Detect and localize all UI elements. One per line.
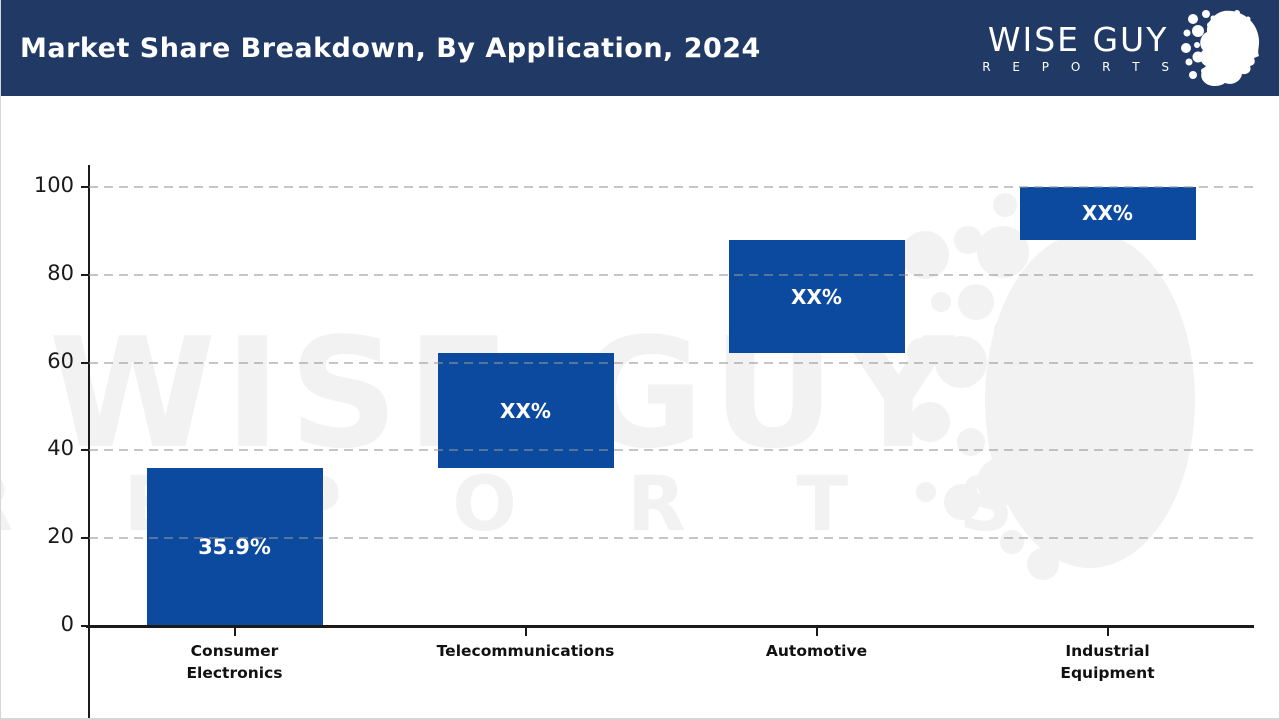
y-tick-label-100: 100 [33,173,74,197]
bar-automotive: XX% [728,239,905,354]
gridline-100 [89,186,1253,188]
logo-subtitle: R E P O R T S [982,60,1178,74]
gridline-40 [89,449,1253,452]
x-tick-telecommunications [524,628,527,636]
y-tick-label-60: 60 [47,348,74,373]
page-title: Market Share Breakdown, By Application, … [20,32,761,64]
bar-telecommunications: XX% [437,353,614,469]
y-tick-20 [81,537,88,540]
x-tick-label-consumer-electronics: Consumer Electronics [186,642,283,682]
gridline-60 [89,361,1253,364]
y-tick-label-0: 0 [60,612,74,636]
y-tick-0 [81,625,88,627]
bar-industrial-equipment: XX% [1019,187,1196,240]
x-tick-automotive [815,628,818,636]
y-tick-80 [81,273,88,276]
x-tick-label-automotive: Automotive [765,642,868,660]
y-tick-label-40: 40 [47,436,74,461]
bar-value-label: XX% [500,398,551,423]
plot-area: WISE GUY R E P O R T S 0 20 40 60 80 100 35.9%… [0,96,1280,720]
bar-value-label: XX% [1082,201,1133,226]
gridline-20 [89,537,1253,540]
x-tick-label-telecommunications: Telecommunications [436,642,615,660]
bar-value-label: XX% [791,284,842,309]
y-tick-40 [81,449,88,452]
bar-value-label: 35.9% [198,535,271,560]
logo-text: WISE GUY R E P O R T S [978,23,1178,73]
header: Market Share Breakdown, By Application, … [0,0,1280,96]
logo-face-icon [1181,10,1260,87]
x-axis-spine [86,625,1254,628]
y-tick-label-20: 20 [47,524,74,549]
bar-consumer-electronics: 35.9% [146,468,323,626]
gridline-80 [89,273,1253,276]
x-tick-label-industrial-equipment: Industrial Equipment [1060,642,1155,682]
y-tick-label-80: 80 [47,260,74,285]
x-tick-consumer-electronics [233,628,236,636]
y-tick-100 [81,186,88,188]
x-tick-industrial-equipment [1106,628,1109,636]
y-tick-60 [81,361,88,364]
wise-guy-logo: WISE GUY R E P O R T S [978,5,1266,91]
logo-wordmark: WISE GUY [987,20,1169,59]
y-axis-spine [88,165,90,720]
